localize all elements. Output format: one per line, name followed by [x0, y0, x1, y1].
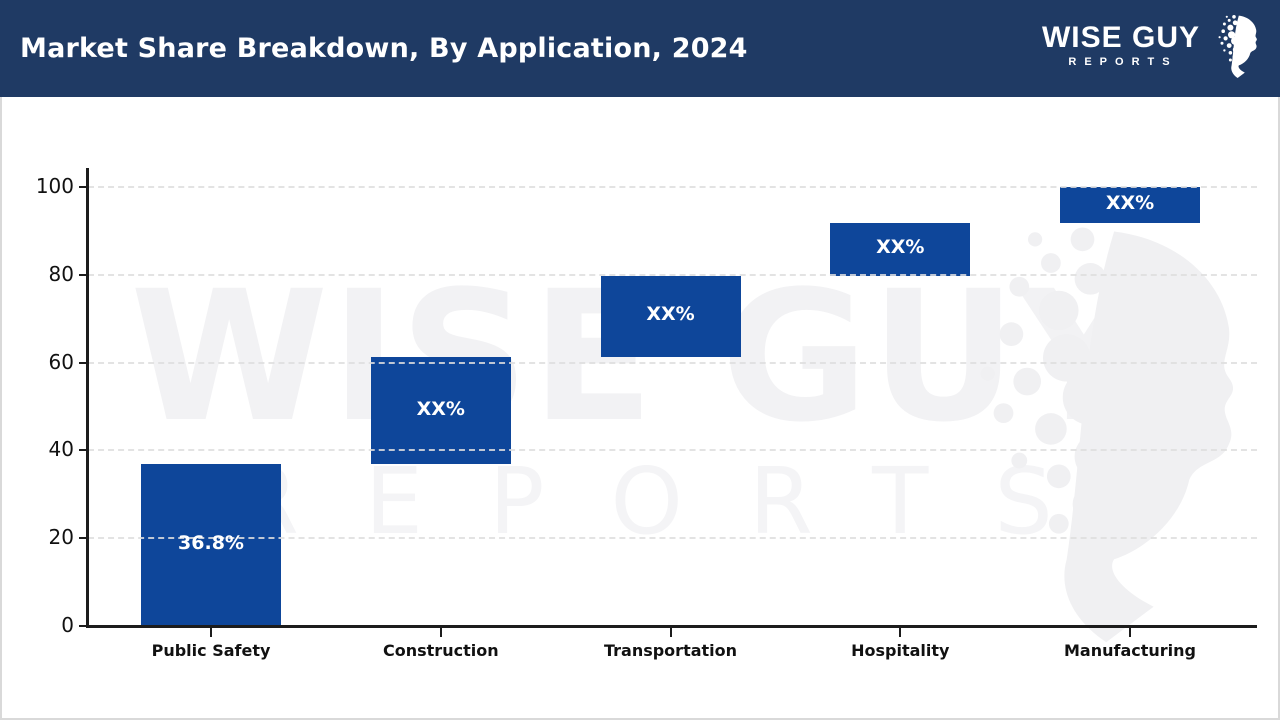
grid-line-100 [88, 186, 1257, 188]
bar-value-label-construction: XX% [416, 397, 465, 420]
bar-value-label-manufacturing: XX% [1105, 191, 1155, 214]
y-tick-label-0: 0 [61, 613, 74, 637]
bar-construction [370, 356, 511, 465]
brand-logo: WISE GUY REPORTS [1042, 10, 1264, 80]
bar-public-safety [141, 464, 281, 626]
category-label-transportation: Transportation [603, 641, 738, 660]
chart-title: Market Share Breakdown, By Application, … [20, 33, 748, 64]
y-tick-label-100: 100 [35, 174, 74, 198]
y-tick-60 [79, 361, 88, 364]
y-tick-label-80: 80 [48, 261, 74, 286]
header-bar: Market Share Breakdown, By Application, … [0, 0, 1280, 97]
bar-value-label-transportation: XX% [646, 303, 695, 326]
category-label-hospitality: Hospitality [851, 641, 950, 660]
x-tick-hospitality [899, 628, 902, 637]
bar-transportation [600, 275, 741, 357]
bar-value-label-public-safety: 36.8% [178, 532, 244, 555]
grid-line-80 [88, 273, 1257, 276]
y-tick-label-40: 40 [48, 437, 74, 462]
x-axis-line [86, 625, 1257, 628]
brand-subname: REPORTS [1068, 55, 1178, 68]
brand-logo-text: WISE GUY REPORTS [1042, 22, 1200, 68]
y-tick-0 [79, 625, 88, 627]
x-tick-public-safety [210, 628, 212, 637]
bar-value-label-hospitality: XX% [876, 236, 925, 259]
grid-line-60 [88, 361, 1257, 364]
bar-manufacturing [1060, 187, 1200, 223]
y-tick-label-20: 20 [48, 525, 74, 550]
grid-line-40 [88, 449, 1257, 452]
y-axis-line [86, 168, 89, 628]
category-label-manufacturing: Manufacturing [1064, 641, 1196, 660]
x-tick-manufacturing [1129, 628, 1131, 637]
x-tick-construction [439, 628, 442, 637]
brand-head-icon [1218, 15, 1257, 78]
category-label-construction: Construction [383, 641, 499, 660]
y-tick-40 [79, 449, 88, 452]
grid-line-20 [88, 537, 1257, 540]
y-tick-100 [79, 186, 88, 188]
y-tick-20 [79, 537, 88, 540]
x-tick-transportation [669, 628, 672, 637]
y-tick-label-60: 60 [48, 349, 74, 374]
bar-hospitality [830, 222, 971, 276]
y-tick-80 [79, 273, 88, 276]
category-label-public-safety: Public Safety [151, 641, 271, 660]
brand-name: WISE GUY [1041, 21, 1200, 55]
